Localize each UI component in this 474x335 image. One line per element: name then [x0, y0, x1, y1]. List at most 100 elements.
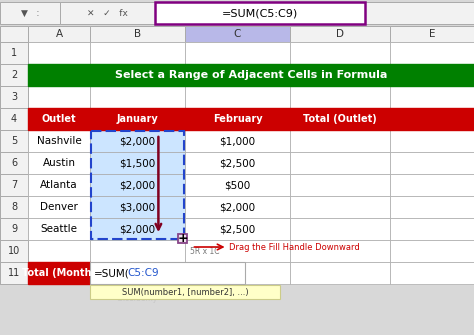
Bar [28, 130, 90, 152]
Text: A: A [55, 29, 63, 39]
Bar [90, 196, 185, 218]
Text: =SUM(: =SUM( [94, 268, 130, 278]
Bar [90, 152, 185, 174]
Bar [290, 174, 390, 196]
Bar [0, 26, 28, 42]
Bar [185, 218, 290, 240]
Bar [0, 174, 28, 196]
Text: ▼   :: ▼ : [21, 8, 39, 17]
Text: Total (Outlet): Total (Outlet) [303, 114, 377, 124]
Text: 4: 4 [11, 114, 17, 124]
Bar [365, 2, 474, 24]
Bar [290, 218, 390, 240]
Bar [290, 196, 390, 218]
Bar [290, 152, 390, 174]
Bar [290, 130, 390, 152]
Bar [28, 26, 90, 42]
Bar [90, 196, 185, 218]
Text: =SUM(C5:C9): =SUM(C5:C9) [222, 8, 298, 18]
Bar [290, 26, 390, 42]
Bar [28, 152, 90, 174]
Bar [0, 86, 28, 108]
Text: 1: 1 [11, 48, 17, 58]
Bar [90, 130, 185, 152]
Bar [28, 218, 90, 240]
Bar [0, 174, 28, 196]
Bar [28, 196, 90, 218]
Bar [0, 64, 28, 86]
Bar [90, 218, 185, 240]
Text: Select a Range of Adjacent Cells in Formula: Select a Range of Adjacent Cells in Form… [115, 70, 387, 80]
Bar [390, 130, 474, 152]
Bar [290, 196, 390, 218]
Bar [185, 196, 290, 218]
Bar [28, 86, 90, 108]
Bar [0, 108, 28, 130]
Text: $500: $500 [224, 180, 251, 190]
Bar [0, 240, 28, 262]
Text: 9: 9 [11, 224, 17, 234]
Bar [185, 152, 290, 174]
Bar [90, 152, 185, 174]
Text: C5:C9: C5:C9 [127, 268, 159, 278]
Bar [0, 130, 28, 152]
Bar [185, 64, 290, 86]
Bar [90, 108, 185, 130]
Bar [90, 262, 245, 284]
Bar [390, 42, 474, 64]
Bar [390, 218, 474, 240]
Text: Total (Month): Total (Month) [22, 268, 96, 278]
Bar [185, 262, 290, 284]
Bar [390, 64, 474, 86]
Bar [28, 262, 90, 284]
Bar [28, 108, 90, 130]
Bar [28, 152, 90, 174]
Bar [185, 196, 290, 218]
Bar [290, 218, 390, 240]
Text: 8: 8 [11, 202, 17, 212]
Text: 2: 2 [11, 70, 17, 80]
Bar [28, 64, 90, 86]
Text: 6: 6 [11, 158, 17, 168]
Bar [28, 174, 90, 196]
Bar [28, 218, 90, 240]
Text: $2,000: $2,000 [119, 136, 155, 146]
Text: Denver: Denver [40, 202, 78, 212]
Bar [0, 130, 28, 152]
Text: SUM(number1, [number2], ...): SUM(number1, [number2], ...) [122, 287, 248, 296]
Bar [0, 42, 28, 64]
Bar [185, 240, 290, 262]
Bar [185, 42, 290, 64]
Bar [390, 262, 474, 284]
Text: $2,000: $2,000 [219, 202, 255, 212]
Text: Austin: Austin [43, 158, 75, 168]
Bar [0, 108, 28, 130]
Bar [185, 218, 290, 240]
Bar [28, 240, 90, 262]
Text: B: B [134, 29, 141, 39]
Bar [0, 218, 28, 240]
Bar [28, 196, 90, 218]
Bar [390, 152, 474, 174]
Bar [90, 108, 185, 130]
Bar [290, 240, 390, 262]
Text: January: January [117, 114, 158, 124]
Bar [28, 108, 90, 130]
Bar [290, 152, 390, 174]
Text: exceldemy: exceldemy [117, 294, 158, 303]
Bar [185, 108, 290, 130]
Bar [390, 108, 474, 130]
Text: +: + [178, 231, 188, 245]
Text: $2,500: $2,500 [219, 158, 255, 168]
Text: Nashvile: Nashvile [36, 136, 82, 146]
Text: 5R x 1C: 5R x 1C [190, 247, 219, 256]
Bar [0, 196, 28, 218]
Text: Drag the Fill Handle Downward: Drag the Fill Handle Downward [229, 243, 360, 252]
Text: 10: 10 [8, 246, 20, 256]
Bar [0, 2, 60, 24]
Bar [390, 196, 474, 218]
Bar [290, 86, 390, 108]
Text: $2,500: $2,500 [219, 224, 255, 234]
Bar [90, 174, 185, 196]
Bar [390, 130, 474, 152]
